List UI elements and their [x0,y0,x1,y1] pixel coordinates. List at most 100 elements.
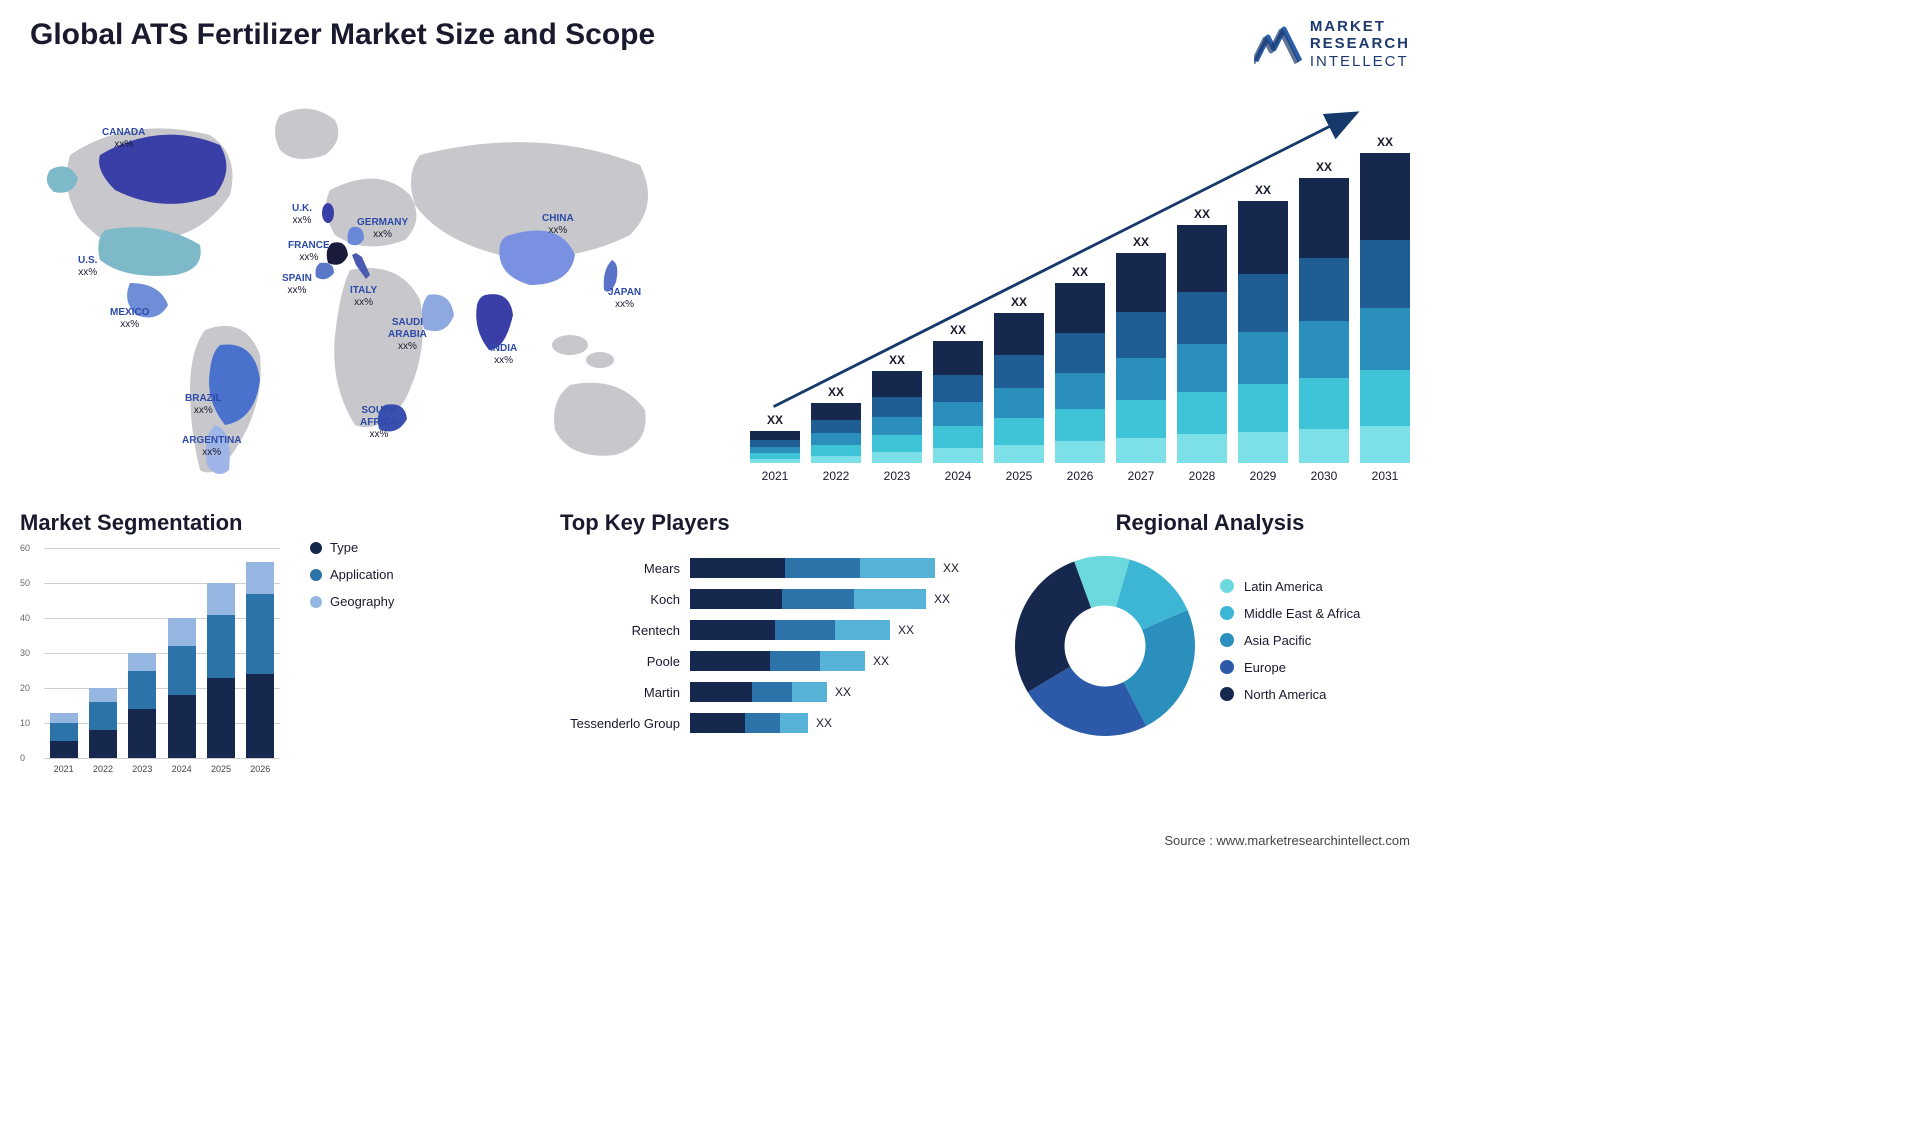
world-map: CANADAxx%U.S.xx%MEXICOxx%BRAZILxx%ARGENT… [30,95,690,495]
player-row: Rentech XX [560,618,980,642]
growth-year-label: 2029 [1250,469,1277,483]
logo-text: MARKET RESEARCH INTELLECT [1310,18,1410,70]
player-value: XX [934,592,950,606]
y-axis-tick: 40 [20,613,30,623]
growth-bar [1238,201,1288,463]
growth-year-label: 2028 [1189,469,1216,483]
growth-bar [750,431,800,463]
y-axis-tick: 30 [20,648,30,658]
map-label: INDIAxx% [490,343,517,367]
growth-year-label: 2031 [1372,469,1399,483]
players-section: Top Key Players MearsXXKochXXRentechXXPo… [560,510,980,742]
growth-bar-column: XX2026 [1055,265,1105,463]
legend-label: Middle East & Africa [1244,606,1360,621]
growth-bar-column: XX2028 [1177,207,1227,463]
growth-bar-column: XX2031 [1360,135,1410,463]
growth-bar-value: XX [1194,207,1210,221]
map-label: CANADAxx% [102,127,145,151]
player-row: Poole XX [560,649,980,673]
map-label: GERMANYxx% [357,217,408,241]
player-value: XX [943,561,959,575]
growth-bar-value: XX [1377,135,1393,149]
legend-label: Europe [1244,660,1286,675]
brand-logo: MARKET RESEARCH INTELLECT [1254,18,1410,70]
player-bar [690,589,926,609]
player-name: Poole [560,654,690,669]
segmentation-bar: 2024 [168,618,196,758]
legend-item: Geography [310,594,394,609]
player-name: Koch [560,592,690,607]
player-row: Koch XX [560,587,980,611]
legend-swatch-icon [1220,660,1234,674]
growth-year-label: 2025 [1006,469,1033,483]
legend-item: Middle East & Africa [1220,606,1360,621]
segmentation-bar: 2025 [207,583,235,758]
growth-bar [1116,253,1166,463]
growth-year-label: 2030 [1311,469,1338,483]
y-axis-tick: 0 [20,753,25,763]
player-bar [690,651,865,671]
legend-label: Type [330,540,358,555]
map-label: MEXICOxx% [110,307,149,331]
growth-bar-column: XX2024 [933,323,983,463]
legend-swatch-icon [1220,633,1234,647]
growth-bar [1360,153,1410,463]
logo-mark-icon [1254,23,1302,65]
player-value: XX [898,623,914,637]
growth-bar [933,341,983,463]
growth-bar [1299,178,1349,463]
growth-bar [1055,283,1105,463]
y-axis-tick: 10 [20,718,30,728]
player-value: XX [835,685,851,699]
map-label: U.S.xx% [78,255,97,279]
growth-year-label: 2021 [762,469,789,483]
growth-bar-value: XX [1133,235,1149,249]
regional-donut [1010,551,1200,741]
map-label: SPAINxx% [282,273,312,297]
regional-section: Regional Analysis Latin AmericaMiddle Ea… [1010,510,1410,741]
map-label: SAUDIARABIAxx% [388,317,427,353]
x-axis-tick: 2026 [250,764,270,774]
growth-bar-column: XX2029 [1238,183,1288,463]
legend-item: Asia Pacific [1220,633,1360,648]
growth-bar-column: XX2021 [750,413,800,463]
legend-label: North America [1244,687,1326,702]
map-label: FRANCExx% [288,240,330,264]
legend-swatch-icon [1220,579,1234,593]
player-name: Mears [560,561,690,576]
players-chart: MearsXXKochXXRentechXXPooleXXMartinXXTes… [560,556,980,735]
players-title: Top Key Players [560,510,980,536]
segmentation-bar: 2022 [89,688,117,758]
map-label: ARGENTINAxx% [182,435,241,459]
segmentation-legend: Type Application Geography [310,540,394,621]
map-label: U.K.xx% [292,203,312,227]
growth-year-label: 2027 [1128,469,1155,483]
growth-bar-value: XX [767,413,783,427]
x-axis-tick: 2025 [211,764,231,774]
legend-label: Geography [330,594,394,609]
legend-item: Application [310,567,394,582]
growth-bar [811,403,861,463]
player-row: MartinXX [560,680,980,704]
growth-bar-value: XX [1011,295,1027,309]
regional-title: Regional Analysis [1010,510,1410,536]
growth-bar-value: XX [889,353,905,367]
map-label: CHINAxx% [542,213,574,237]
player-value: XX [816,716,832,730]
player-value: XX [873,654,889,668]
growth-year-label: 2022 [823,469,850,483]
y-axis-tick: 50 [20,578,30,588]
player-name: Rentech [560,623,690,638]
growth-bar-column: XX2030 [1299,160,1349,463]
map-label: JAPANxx% [608,287,641,311]
player-bar [690,558,935,578]
legend-item: Europe [1220,660,1360,675]
growth-bar-value: XX [950,323,966,337]
growth-bar-column: XX2022 [811,385,861,463]
y-axis-tick: 60 [20,543,30,553]
segmentation-bar: 2026 [246,562,274,758]
segmentation-chart: 0102030405060 202120222023202420252026 [20,548,280,778]
player-row: Mears XX [560,556,980,580]
segmentation-bar: 2023 [128,653,156,758]
source-attribution: Source : www.marketresearchintellect.com [1164,833,1410,848]
